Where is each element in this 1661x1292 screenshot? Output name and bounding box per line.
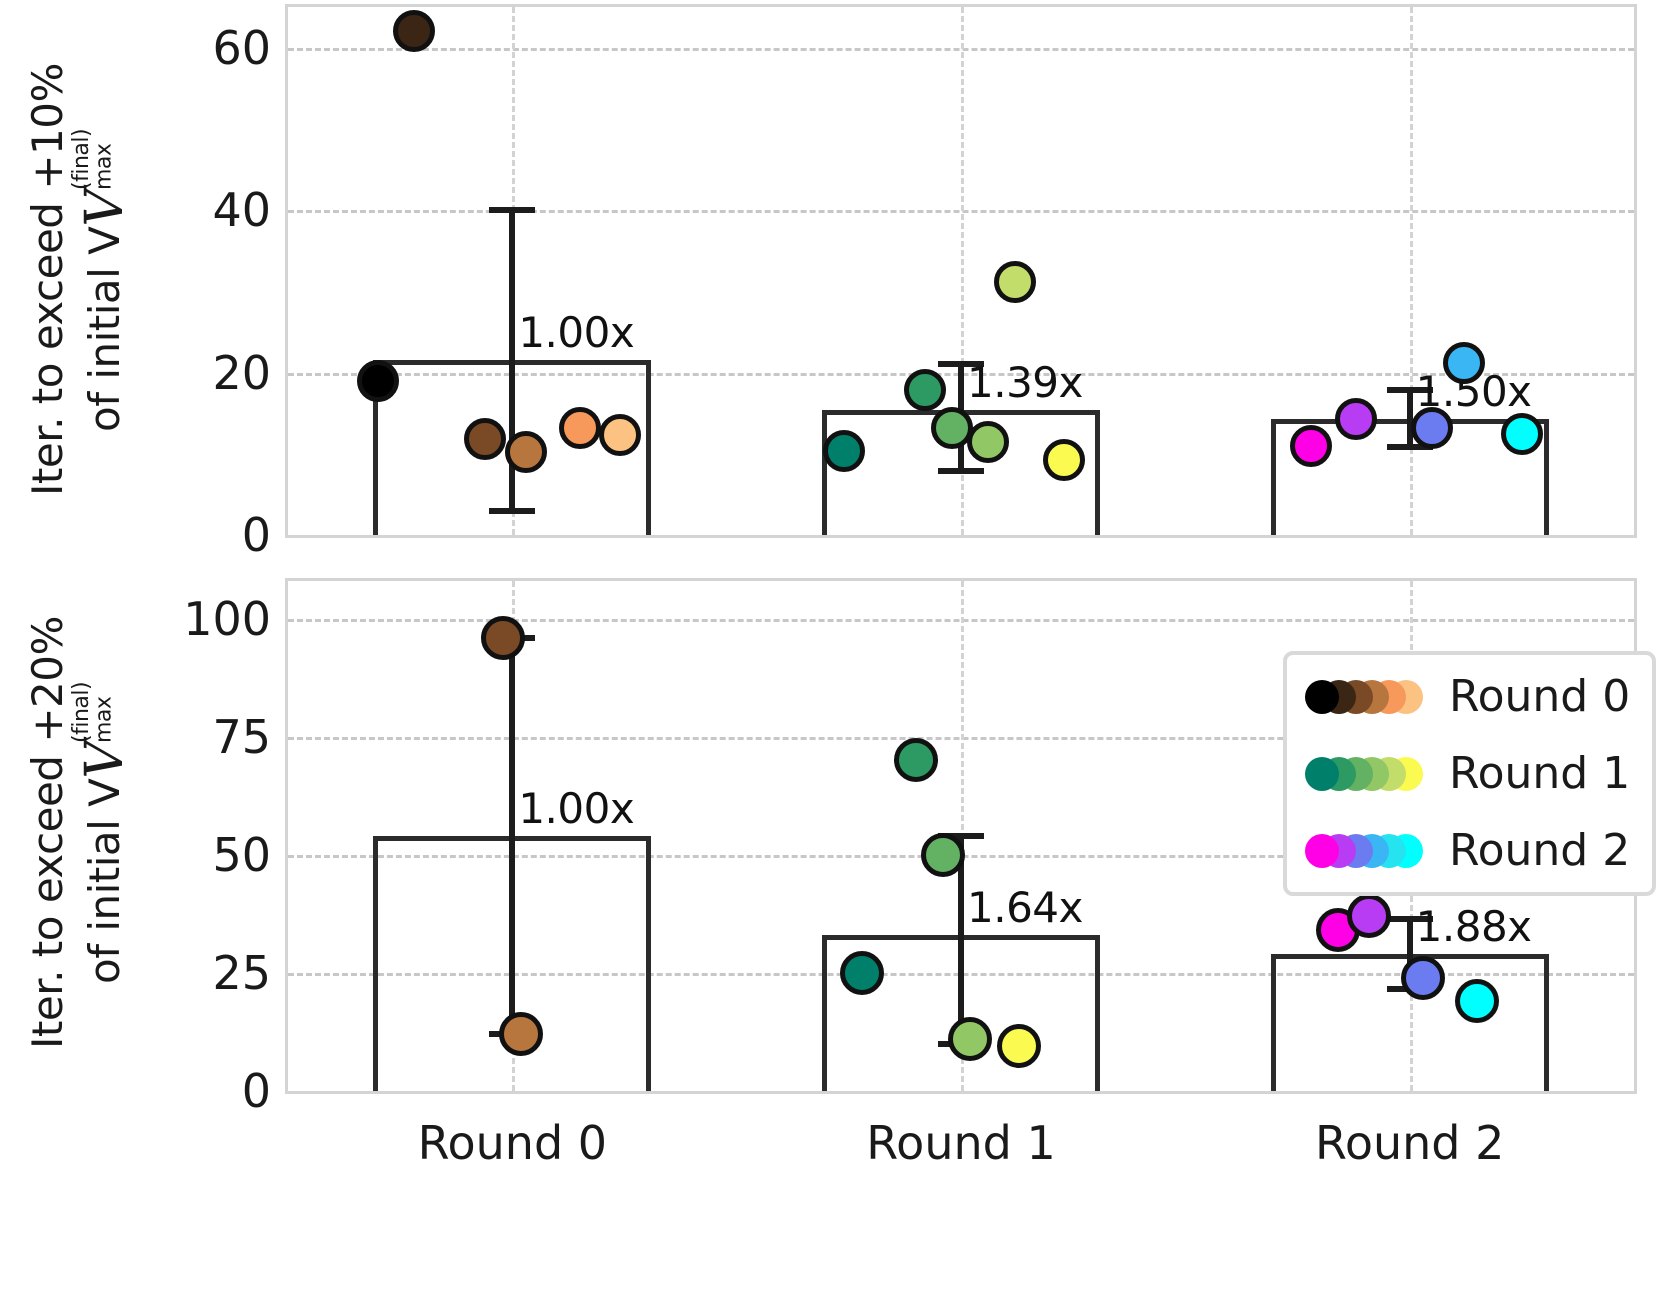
y-tick-label: 20 xyxy=(212,345,271,400)
data-point[interactable] xyxy=(558,406,601,449)
gridline-vertical xyxy=(1409,7,1413,535)
data-point[interactable] xyxy=(1500,413,1543,456)
y-tick-label: 0 xyxy=(241,508,271,562)
data-point[interactable] xyxy=(904,369,947,412)
y-axis-label-top-line1: Iter. to exceed +10% xyxy=(23,63,72,497)
y-axis-label-bottom-line2: of initial VV (final) max xyxy=(69,681,135,985)
ratio-label-round-1: 1.64x xyxy=(967,883,1083,933)
x-tick-label-round-1: Round 1 xyxy=(866,1116,1056,1170)
y-tick-label: 75 xyxy=(212,709,271,764)
ratio-label-round-1: 1.39x xyxy=(967,357,1083,407)
data-point[interactable] xyxy=(1043,439,1086,482)
legend-item-round-0[interactable]: Round 0 xyxy=(1305,671,1630,722)
error-bar-round-1 xyxy=(958,836,964,1044)
legend: Round 0 Round 1 Round 2 xyxy=(1283,651,1657,896)
data-point[interactable] xyxy=(997,1024,1042,1069)
ratio-label-round-2: 1.88x xyxy=(1415,902,1532,952)
v-symbol-top: V xyxy=(74,189,135,227)
y-tick-label: 40 xyxy=(212,183,271,238)
data-point[interactable] xyxy=(504,431,547,474)
legend-color-swatch xyxy=(1305,679,1423,714)
v-symbol-bottom: V xyxy=(74,741,135,779)
data-point[interactable] xyxy=(499,1012,544,1057)
data-point[interactable] xyxy=(1454,979,1499,1024)
data-point[interactable] xyxy=(1411,406,1454,449)
y-tick-label: 100 xyxy=(183,591,271,646)
v-superscript-subscript-bottom: (final) max xyxy=(69,681,117,743)
y-tick-label: 25 xyxy=(212,945,271,1000)
y-axis-label-top: Iter. to exceed +10% of initial VV (final… xyxy=(23,0,144,560)
legend-label: Round 1 xyxy=(1449,748,1631,799)
legend-color-swatch xyxy=(1305,756,1423,791)
error-bar-round-0 xyxy=(509,210,516,511)
data-point[interactable] xyxy=(894,738,939,783)
error-bar-cap-lower xyxy=(938,467,984,474)
legend-label: Round 0 xyxy=(1449,671,1631,722)
y-tick-label: 60 xyxy=(212,20,271,75)
error-bar-cap-upper xyxy=(938,833,984,839)
data-point[interactable] xyxy=(392,10,435,53)
data-point[interactable] xyxy=(1289,425,1332,468)
y-tick-label: 0 xyxy=(241,1064,271,1118)
ratio-label-round-0: 1.00x xyxy=(518,308,635,358)
data-point[interactable] xyxy=(1401,955,1446,1000)
plot-area-bottom: 1.00x 1.64x 1.88x xyxy=(288,581,1634,1091)
data-point[interactable] xyxy=(1442,341,1485,384)
y-axis-label-bottom-line1: Iter. to exceed +20% xyxy=(23,616,72,1049)
error-bar-cap-lower xyxy=(489,507,536,514)
data-point[interactable] xyxy=(840,950,885,995)
plot-panel-top: 1.00x 1.39x 1.50x xyxy=(285,4,1637,538)
data-point[interactable] xyxy=(823,430,866,473)
data-point[interactable] xyxy=(921,832,966,877)
data-point[interactable] xyxy=(1334,397,1377,440)
error-bar-round-2 xyxy=(1406,918,1413,990)
data-point[interactable] xyxy=(481,615,526,660)
data-point[interactable] xyxy=(931,406,974,449)
error-bar-round-0 xyxy=(509,637,516,1035)
legend-item-round-2[interactable]: Round 2 xyxy=(1305,825,1630,876)
y-axis-label-bottom: Iter. to exceed +20% of initial VV (final… xyxy=(23,570,144,1095)
error-bar-cap-upper xyxy=(1386,915,1433,922)
error-bar-round-2 xyxy=(1406,390,1413,448)
legend-item-round-1[interactable]: Round 1 xyxy=(1305,748,1630,799)
error-bar-cap-upper xyxy=(489,207,536,214)
error-bar-cap-lower xyxy=(1386,444,1433,451)
data-point[interactable] xyxy=(993,260,1036,303)
v-superscript-subscript-top: (final) max xyxy=(69,129,117,191)
data-point[interactable] xyxy=(1347,894,1392,939)
x-tick-label-round-0: Round 0 xyxy=(417,1116,608,1170)
data-point[interactable] xyxy=(966,421,1009,464)
x-tick-label-round-2: Round 2 xyxy=(1314,1116,1505,1170)
data-point[interactable] xyxy=(464,418,507,461)
data-point[interactable] xyxy=(947,1017,992,1062)
data-point[interactable] xyxy=(356,359,399,402)
error-bar-cap-upper xyxy=(938,361,984,368)
legend-label: Round 2 xyxy=(1449,825,1631,876)
y-axis-label-top-line2: of initial VV (final) max xyxy=(69,129,135,432)
gridline-vertical xyxy=(961,7,964,535)
legend-color-swatch xyxy=(1305,833,1423,868)
data-point[interactable] xyxy=(599,414,641,457)
plot-area-top: 1.00x 1.39x 1.50x xyxy=(288,7,1634,535)
ratio-label-round-0: 1.00x xyxy=(518,784,635,833)
y-tick-label: 50 xyxy=(212,827,271,882)
error-bar-cap-upper xyxy=(1386,387,1433,394)
